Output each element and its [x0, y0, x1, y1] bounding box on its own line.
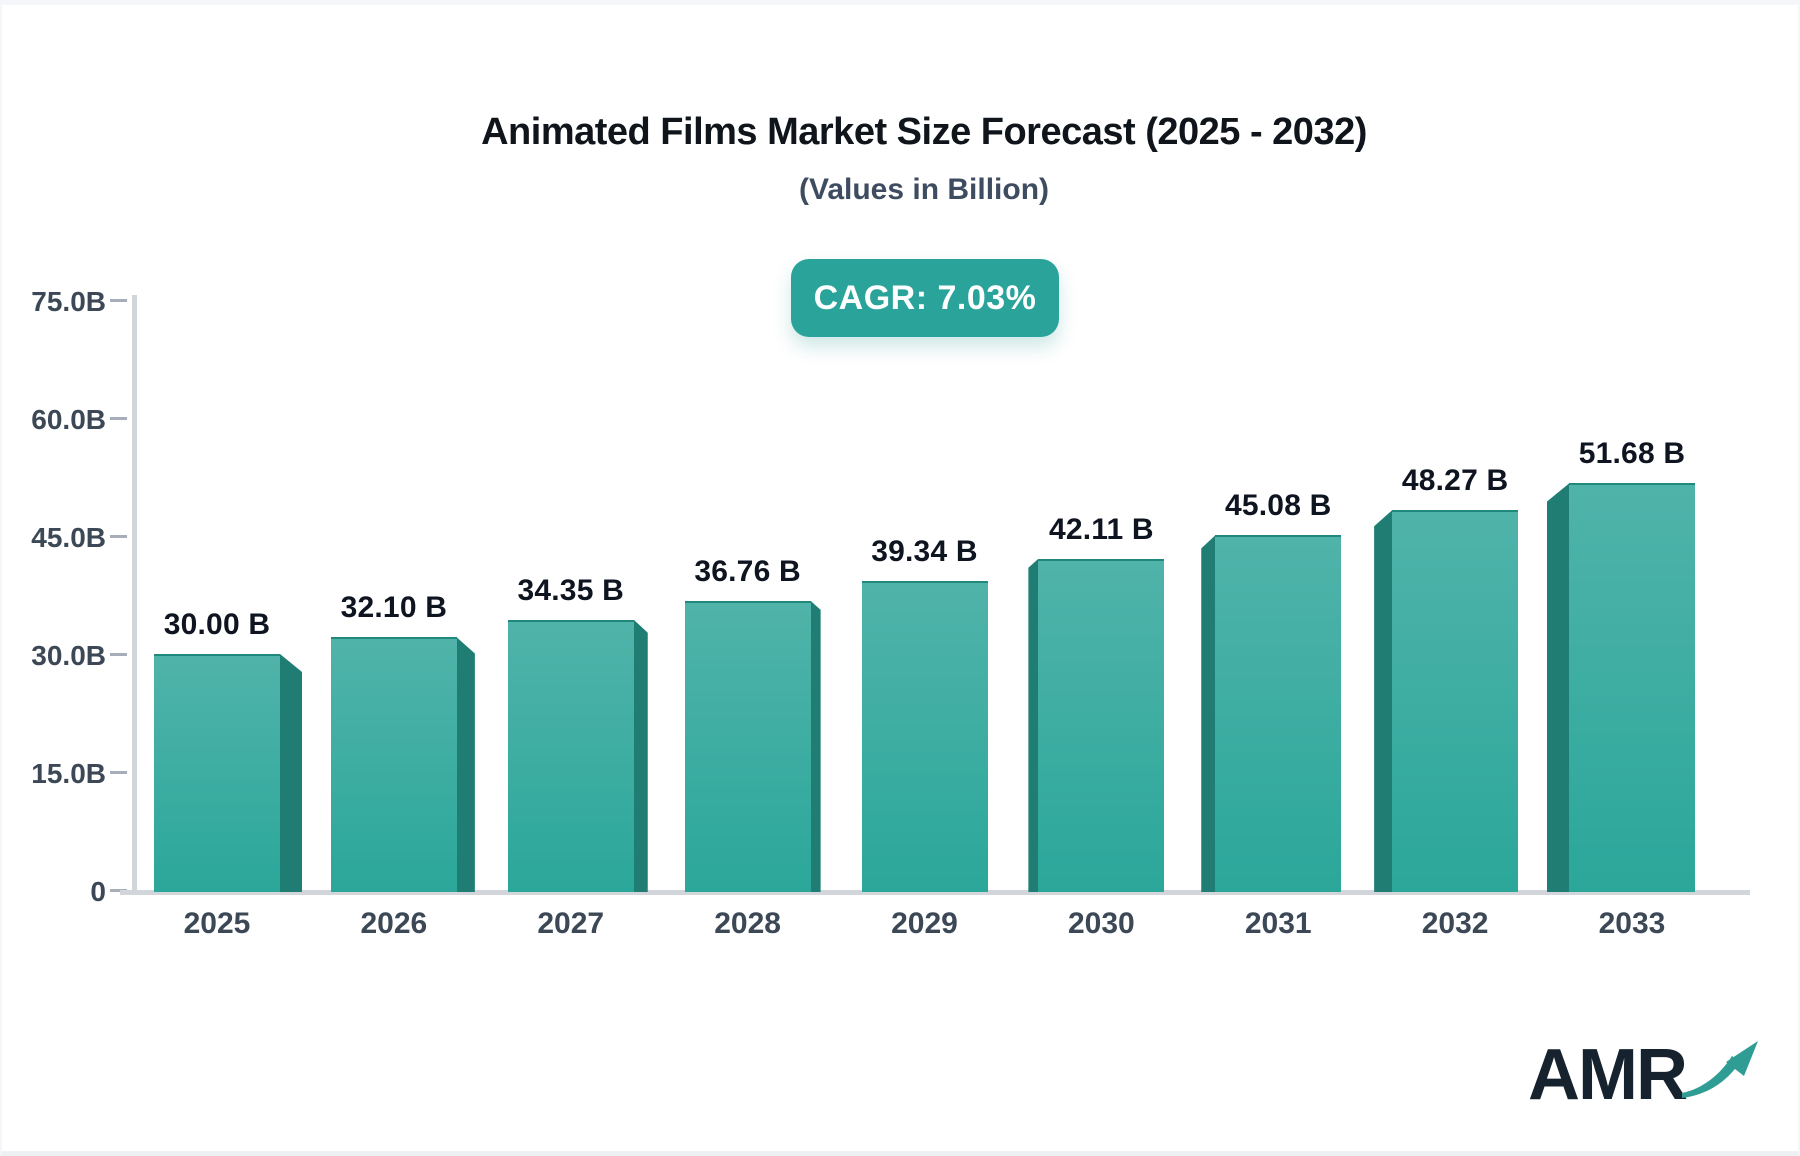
bar-chart: 0 15.0B 30.0B 45.0B 60.0B 75.0B 30.00 B 2025 32.… [2, 5, 1798, 1151]
bar-value-label: 32.10 B [340, 591, 448, 625]
bar-value-label: 45.08 B [1225, 489, 1332, 523]
bar-face [861, 580, 988, 892]
y-tick-label: 30.0B [31, 640, 106, 671]
bar-face [1569, 483, 1695, 892]
y-tick-label: 45.0B [31, 522, 106, 553]
cagr-badge-label: CAGR: 7.03% [813, 278, 1037, 317]
x-axis-line [120, 890, 1750, 895]
bar-value-label: 34.35 B [517, 573, 624, 607]
y-tick-dash [110, 653, 127, 656]
x-axis-year-label: 2027 [537, 907, 605, 940]
bar-side [810, 600, 821, 892]
bar-value-label: 36.76 B [694, 554, 801, 588]
bar-side [1028, 558, 1039, 892]
bar-face [1215, 535, 1342, 892]
chart-subtitle: (Values in Billion) [798, 173, 1050, 206]
bar-side [1201, 535, 1216, 892]
bar-side [1374, 510, 1393, 892]
y-tick-dash [110, 535, 127, 538]
x-axis-year-label: 2025 [183, 907, 251, 940]
x-axis-year-label: 2029 [891, 907, 958, 940]
trending-up-arrow-icon [1681, 1041, 1758, 1098]
x-axis-year-label: 2026 [360, 907, 428, 940]
bar-face [1392, 510, 1519, 892]
brand-logo: AMR [1528, 1039, 1760, 1111]
x-axis-year-label: 2028 [714, 907, 781, 940]
x-axis-year-label: 2030 [1068, 907, 1135, 940]
y-tick-label: 75.0B [31, 286, 106, 317]
y-tick-dash [110, 417, 127, 420]
y-tick-dash [110, 771, 127, 774]
bar-value-label: 39.34 B [871, 534, 978, 568]
y-tick-label: 60.0B [31, 404, 106, 435]
bar-value-label: 48.27 B [1401, 464, 1509, 498]
bar-side [1547, 483, 1569, 892]
bar-side [280, 654, 302, 892]
bar-face [1038, 558, 1165, 892]
bar-face [507, 619, 634, 892]
x-axis-year-label: 2031 [1244, 907, 1312, 940]
bar-side [456, 637, 475, 892]
bar-side [633, 619, 648, 892]
bar-value-label: 42.11 B [1048, 512, 1154, 546]
y-tick-dash [110, 889, 127, 892]
y-tick-dash [110, 299, 127, 302]
bar-face [330, 637, 457, 892]
bar-face [684, 600, 811, 892]
brand-logo-text: AMR [1528, 1035, 1688, 1115]
x-axis-year-label: 2033 [1598, 907, 1666, 940]
cagr-badge: CAGR: 7.03% [791, 259, 1059, 337]
x-axis-year-label: 2032 [1421, 907, 1489, 940]
chart-title: Animated Films Market Size Forecast (202… [481, 111, 1367, 153]
y-tick-label: 15.0B [31, 758, 106, 789]
y-axis-line [132, 295, 137, 895]
bar-value-label: 51.68 B [1578, 437, 1686, 471]
y-tick-label: 0 [90, 876, 106, 907]
bar-value-label: 30.00 B [163, 608, 271, 641]
bar-face [154, 654, 280, 892]
